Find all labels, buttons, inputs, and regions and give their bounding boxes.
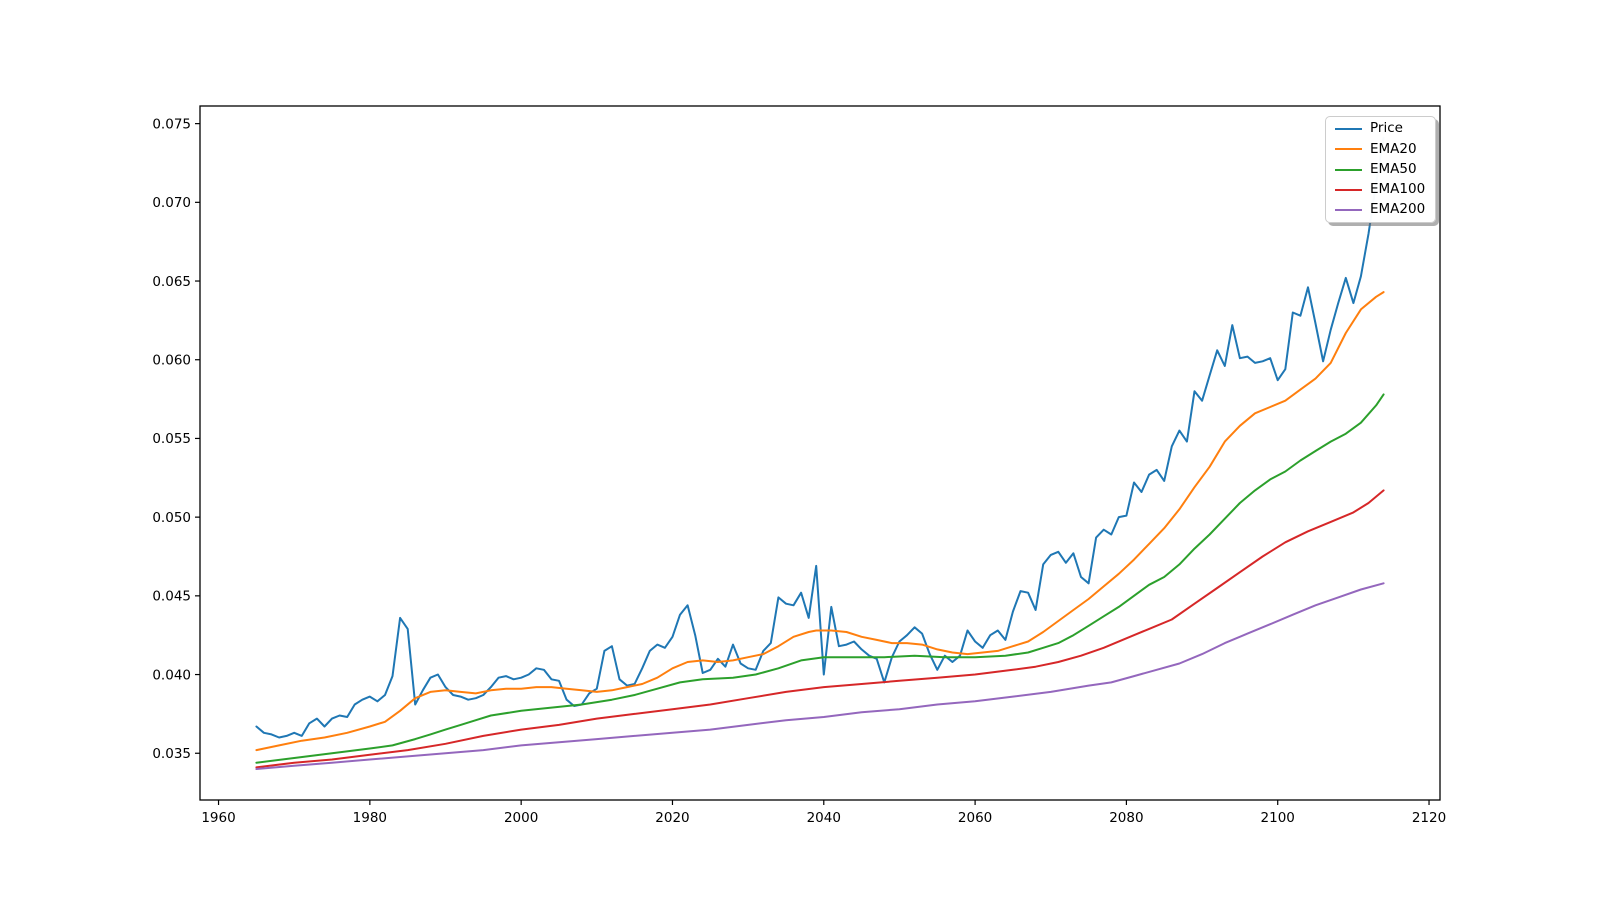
plot-area (200, 106, 1440, 800)
ema20-line (255, 291, 1385, 752)
legend-item-ema200: EMA200 (1335, 200, 1435, 220)
legend-line-sample-price (1335, 128, 1362, 131)
legend-line-sample-ema20 (1335, 148, 1362, 151)
ema50-line (255, 393, 1385, 764)
y-tick-label: 0.060 (152, 353, 191, 369)
y-tick-label: 0.050 (152, 510, 191, 526)
x-tick-label: 2060 (958, 810, 992, 826)
y-tick-label: 0.070 (152, 195, 191, 211)
legend-label-ema50: EMA50 (1370, 160, 1417, 177)
y-tick-label: 0.065 (152, 274, 191, 290)
axes-frame (199, 105, 1441, 801)
legend-item-ema50: EMA50 (1335, 159, 1435, 179)
legend-label-ema20: EMA20 (1370, 140, 1417, 157)
y-tick-label: 0.075 (152, 116, 191, 132)
x-tick-label: 2120 (1412, 810, 1446, 826)
legend-item-ema20: EMA20 (1335, 139, 1435, 159)
legend: Price EMA20 EMA50 EMA100 EMA200 (1325, 116, 1436, 223)
x-tick-label: 2100 (1261, 810, 1295, 826)
y-tick-label: 0.035 (152, 746, 191, 762)
legend-item-price: Price (1335, 119, 1435, 139)
y-tick-label: 0.045 (152, 589, 191, 605)
legend-line-sample-ema50 (1335, 168, 1362, 171)
ema100-line (255, 489, 1385, 769)
y-tick-label: 0.040 (152, 667, 191, 683)
legend-label-ema100: EMA100 (1370, 180, 1426, 197)
ema200-line (255, 582, 1385, 770)
x-tick-label: 2000 (504, 810, 538, 826)
legend-item-ema100: EMA100 (1335, 180, 1435, 200)
x-tick-label: 2040 (807, 810, 841, 826)
x-tick-label: 2020 (655, 810, 689, 826)
x-tick-label: 1980 (353, 810, 387, 826)
legend-line-sample-ema200 (1335, 208, 1362, 211)
legend-label-price: Price (1370, 120, 1403, 137)
y-tick-label: 0.055 (152, 431, 191, 447)
legend-line-sample-ema100 (1335, 188, 1362, 191)
x-tick-label: 1960 (201, 810, 235, 826)
legend-label-ema200: EMA200 (1370, 201, 1426, 218)
price-line (255, 136, 1385, 739)
x-tick-label: 2080 (1109, 810, 1143, 826)
